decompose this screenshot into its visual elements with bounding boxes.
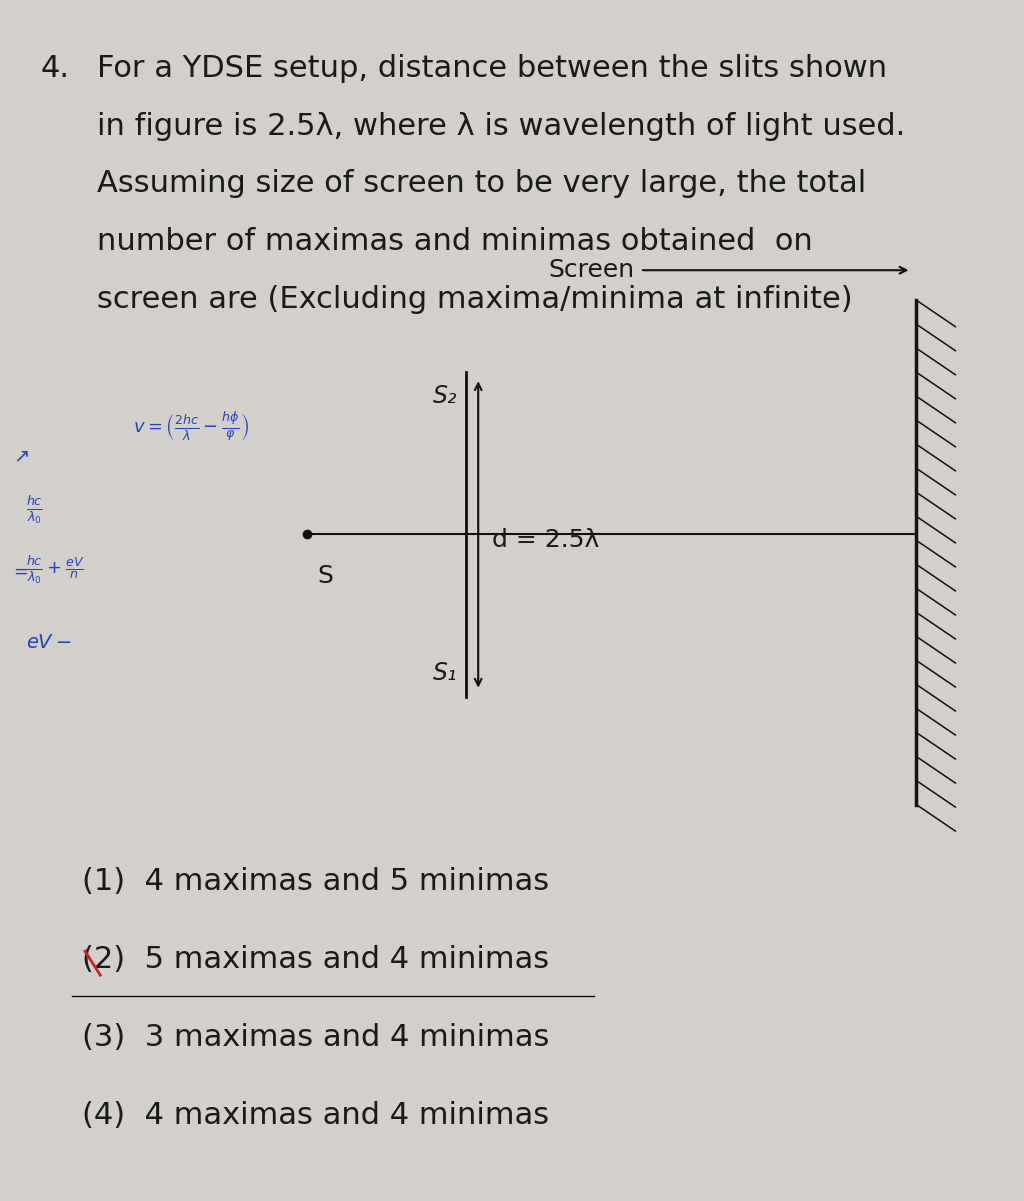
Text: S: S (317, 564, 334, 588)
Text: For a YDSE setup, distance between the slits shown: For a YDSE setup, distance between the s… (97, 54, 888, 83)
Text: $eV-$: $eV-$ (26, 633, 71, 652)
Text: (4)  4 maximas and 4 minimas: (4) 4 maximas and 4 minimas (82, 1101, 549, 1130)
Text: 4.: 4. (41, 54, 70, 83)
Text: (2)  5 maximas and 4 minimas: (2) 5 maximas and 4 minimas (82, 945, 549, 974)
Text: $\nearrow$: $\nearrow$ (10, 447, 30, 466)
Text: $v=\left(\frac{2hc}{\lambda}-\frac{h\phi}{\varphi}\right)$: $v=\left(\frac{2hc}{\lambda}-\frac{h\phi… (133, 410, 249, 443)
Text: number of maximas and minimas obtained  on: number of maximas and minimas obtained o… (97, 227, 813, 256)
Text: in figure is 2.5λ, where λ is wavelength of light used.: in figure is 2.5λ, where λ is wavelength… (97, 112, 905, 141)
Text: S₂: S₂ (433, 384, 458, 408)
Text: S₁: S₁ (433, 661, 458, 685)
Text: (3)  3 maximas and 4 minimas: (3) 3 maximas and 4 minimas (82, 1023, 549, 1052)
Text: d = 2.5λ: d = 2.5λ (492, 528, 599, 552)
Text: $\frac{hc}{\lambda_0}$: $\frac{hc}{\lambda_0}$ (26, 495, 43, 526)
Text: $=$: $=$ (10, 562, 29, 579)
Text: Assuming size of screen to be very large, the total: Assuming size of screen to be very large… (97, 169, 866, 198)
Text: Screen: Screen (549, 258, 635, 282)
Text: (1)  4 maximas and 5 minimas: (1) 4 maximas and 5 minimas (82, 867, 549, 896)
Text: $\frac{hc}{\lambda_0}+\frac{eV}{n}$: $\frac{hc}{\lambda_0}+\frac{eV}{n}$ (26, 555, 84, 586)
Text: screen are (Excluding maxima/minima at infinite): screen are (Excluding maxima/minima at i… (97, 285, 853, 313)
